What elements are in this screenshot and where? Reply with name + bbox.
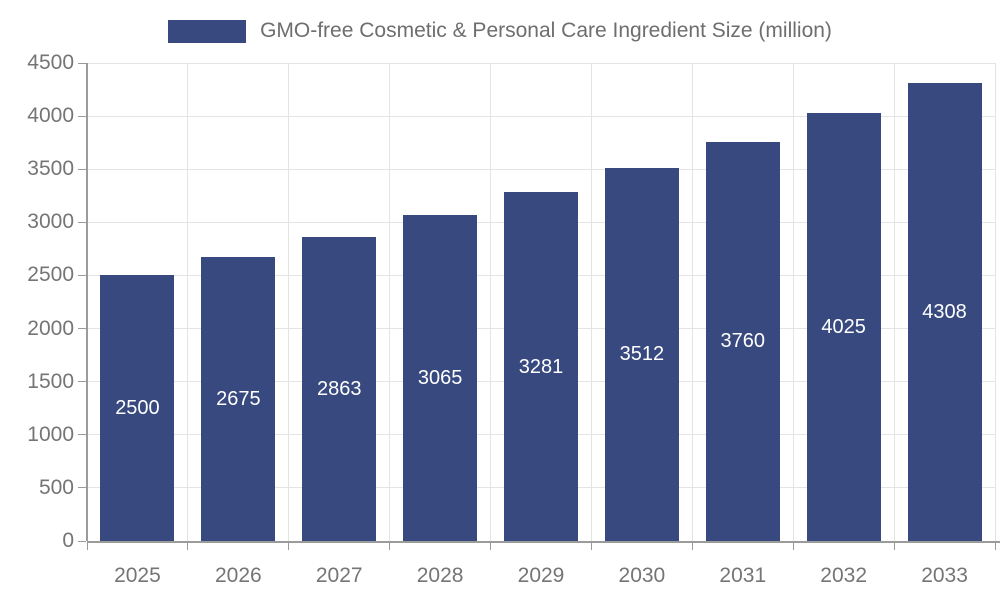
y-tick-label: 4500 [27, 51, 74, 74]
gridline-x [590, 63, 592, 541]
y-tick-label: 500 [38, 475, 74, 499]
y-axis-line [86, 63, 88, 541]
y-tick [78, 62, 86, 64]
y-tick [78, 381, 86, 383]
y-tick [78, 487, 86, 489]
x-axis-line [87, 541, 1000, 543]
gridline-y [87, 115, 995, 117]
y-tick [78, 434, 86, 436]
y-tick-label: 1000 [27, 422, 74, 446]
x-tick [994, 541, 996, 550]
y-tick-label: 0 [62, 529, 74, 552]
x-tick-label: 2030 [618, 564, 666, 587]
legend[interactable]: GMO-free Cosmetic & Personal Care Ingred… [0, 19, 1000, 43]
bar-value-label: 2863 [316, 377, 362, 400]
gridline-x [792, 63, 794, 541]
gridline-x [389, 63, 391, 541]
x-tick [187, 541, 189, 550]
bar-value-label: 3760 [720, 330, 766, 353]
x-tick-label: 2026 [214, 564, 262, 587]
y-tick [78, 221, 86, 223]
gridline-x [187, 63, 189, 541]
x-tick [590, 541, 592, 550]
x-tick [389, 541, 391, 550]
y-tick-label: 2000 [27, 316, 74, 340]
bar-value-label: 3281 [518, 355, 564, 378]
y-tick-label: 4000 [27, 104, 74, 128]
bar-2029 [504, 192, 578, 541]
x-tick-label: 2028 [416, 564, 464, 587]
x-tick [86, 541, 88, 550]
bar-2033 [907, 83, 982, 541]
bar-value-label: 3065 [417, 367, 463, 390]
bar-2032 [806, 113, 881, 541]
bar-value-label: 4308 [922, 301, 967, 324]
x-tick [288, 541, 290, 550]
legend-swatch [168, 19, 247, 43]
y-tick [78, 328, 86, 330]
bar-2026 [201, 256, 276, 541]
bar-2028 [403, 215, 478, 541]
bar-2027 [302, 236, 377, 541]
gridline-x [490, 63, 492, 541]
bar-value-label: 2500 [115, 397, 160, 420]
bar-2025 [100, 275, 175, 541]
y-tick [78, 274, 86, 276]
y-tick-label: 3000 [27, 210, 74, 234]
gridline-x [288, 63, 290, 541]
x-tick [490, 541, 492, 550]
bar-value-label: 4025 [821, 316, 866, 339]
y-tick [78, 168, 86, 170]
y-tick [78, 540, 86, 542]
y-tick [78, 115, 86, 117]
bar-2031 [705, 141, 780, 541]
gridline-y [87, 168, 995, 170]
x-tick [691, 541, 693, 550]
x-tick [893, 541, 895, 550]
x-tick-label: 2025 [114, 564, 161, 587]
legend-label: GMO-free Cosmetic & Personal Care Ingred… [260, 19, 832, 42]
y-tick-label: 3500 [27, 157, 74, 181]
x-tick-label: 2032 [820, 564, 868, 587]
x-tick-label: 2033 [921, 564, 968, 587]
y-tick-label: 2500 [27, 263, 74, 287]
gridline-x [691, 63, 693, 541]
x-tick [792, 541, 794, 550]
y-tick-label: 1500 [27, 369, 74, 393]
gridline-y [87, 62, 995, 64]
x-tick-label: 2029 [517, 564, 565, 587]
bar-2030 [604, 167, 679, 541]
gridline-x [994, 63, 996, 541]
x-tick-label: 2031 [719, 564, 767, 587]
gridline-x [893, 63, 895, 541]
bar-value-label: 3512 [619, 343, 665, 366]
x-tick-label: 2027 [315, 564, 363, 587]
bar-value-label: 2675 [216, 387, 261, 410]
